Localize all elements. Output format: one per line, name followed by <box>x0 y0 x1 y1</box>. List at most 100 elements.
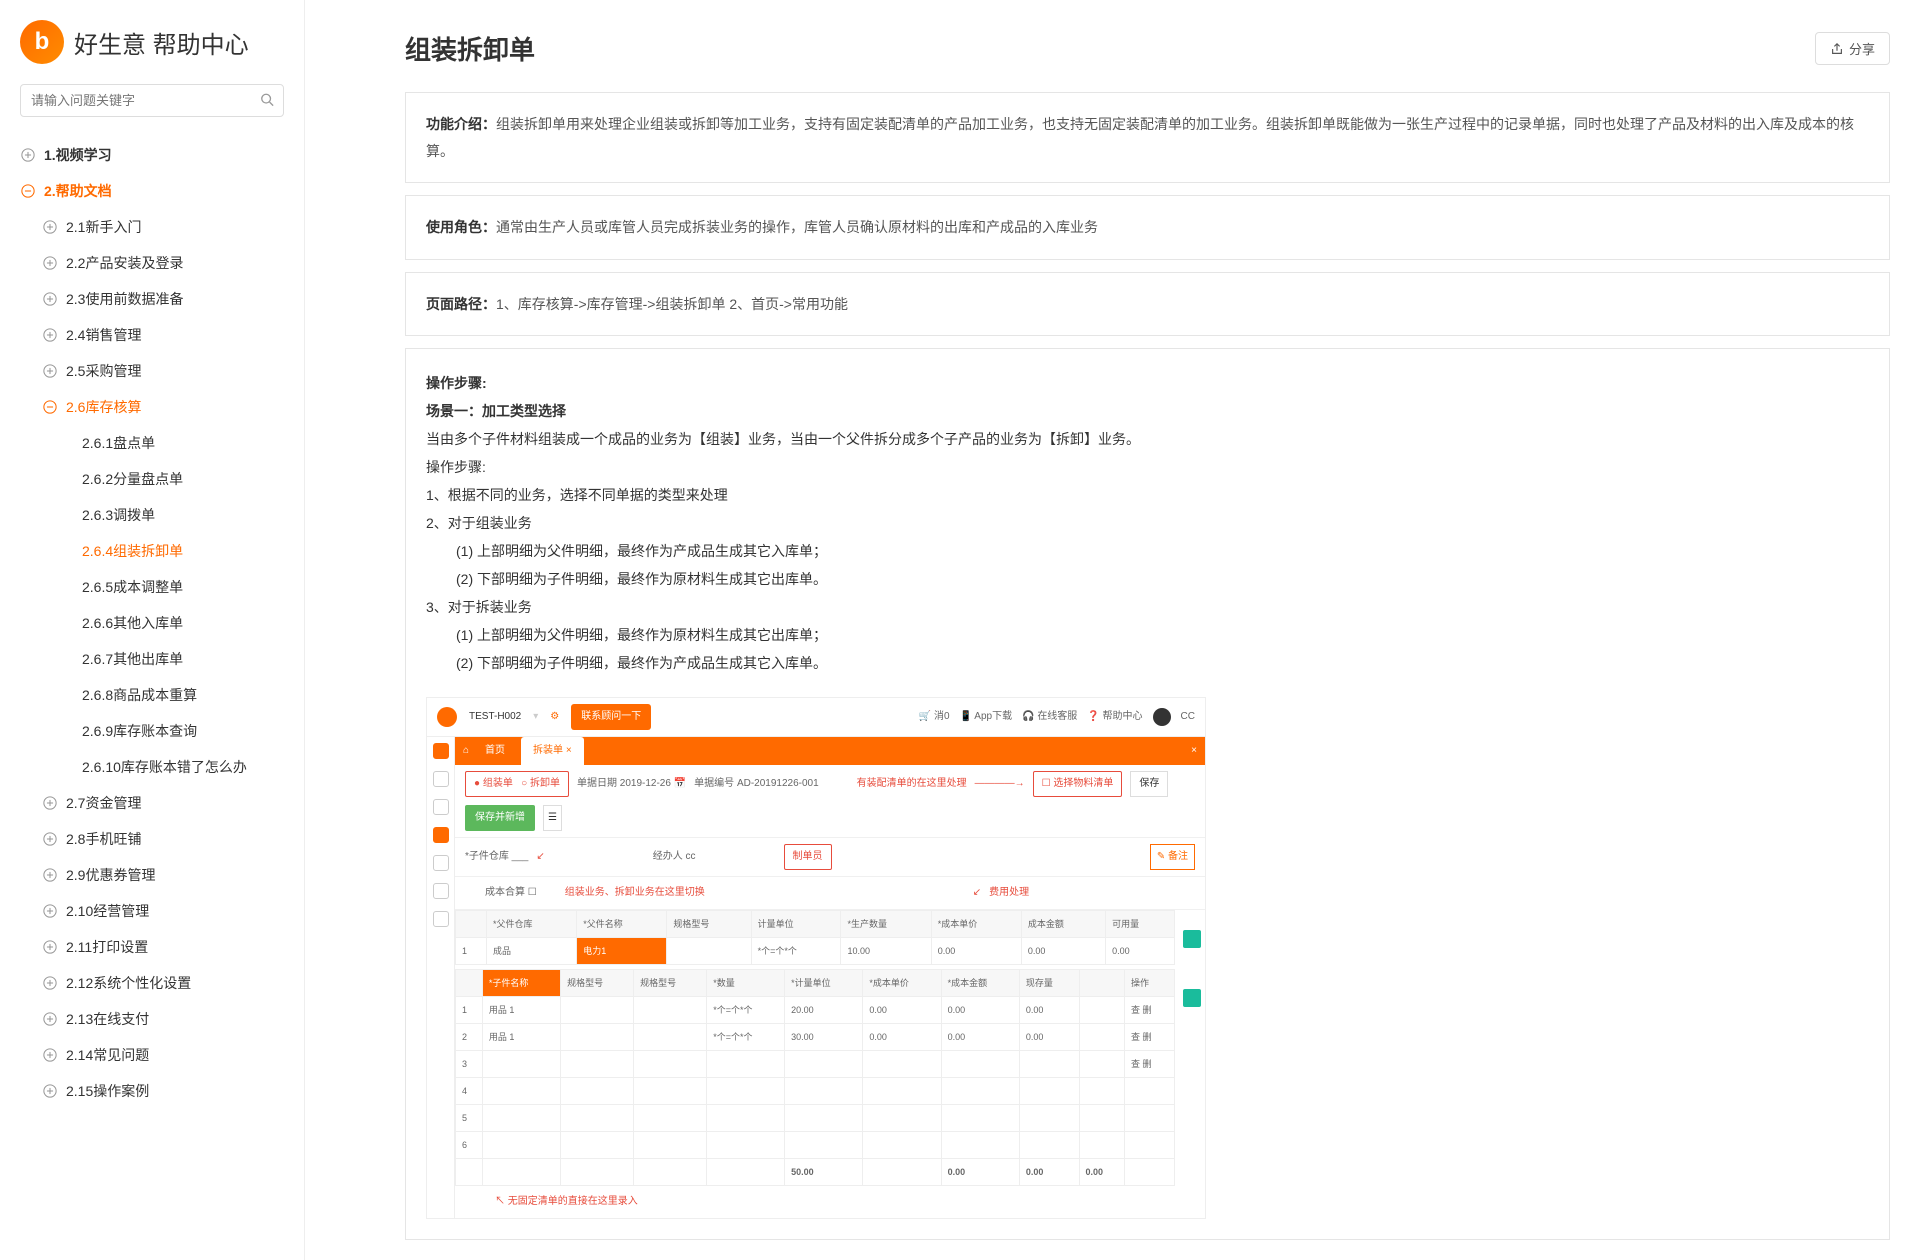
ss-nav-icon <box>433 911 449 927</box>
plus-icon <box>42 1083 58 1099</box>
ss-nav-icon <box>433 855 449 871</box>
nav-label: 2.6.10库存账本错了怎么办 <box>82 757 247 777</box>
ss-online: 在线客服 <box>1037 711 1077 722</box>
nav-item[interactable]: 2.3使用前数据准备 <box>20 281 304 317</box>
nav-item[interactable]: 2.12系统个性化设置 <box>20 965 304 1001</box>
nav-item[interactable]: 2.10经营管理 <box>20 893 304 929</box>
ss-cart: 消0 <box>934 711 950 722</box>
search-icon[interactable] <box>260 92 274 109</box>
nav-item[interactable]: 2.8手机旺铺 <box>20 821 304 857</box>
nav-label: 2.6.8商品成本重算 <box>82 685 197 705</box>
minus-icon <box>20 183 36 199</box>
nav-item[interactable]: 2.6库存核算 <box>20 389 304 425</box>
nav-item[interactable]: 2.6.9库存账本查询 <box>20 713 304 749</box>
nav-label: 2.8手机旺铺 <box>66 829 141 849</box>
ss-nav-icon <box>433 799 449 815</box>
ss-tabs: ⌂ 首页 拆装单 × × <box>455 737 1205 765</box>
ss-leftbar <box>427 737 455 1218</box>
nav-item[interactable]: 2.6.2分量盘点单 <box>20 461 304 497</box>
plus-icon <box>42 1011 58 1027</box>
ss-help: 帮助中心 <box>1103 711 1143 722</box>
role-text: 通常由生产人员或库管人员完成拆装业务的操作，库管人员确认原材料的出库和产成品的入… <box>496 219 1098 235</box>
nav-label: 2.9优惠券管理 <box>66 865 155 885</box>
ss-nav-icon <box>433 883 449 899</box>
nav-label: 2.15操作案例 <box>66 1081 149 1101</box>
step-3a: (1) 上部明细为父件明细，最终作为原材料生成其它出库单； <box>426 621 1869 649</box>
path-box: 页面路径：1、库存核算->库存管理->组装拆卸单 2、首页->常用功能 <box>405 272 1890 337</box>
ss-tab-home: 首页 <box>473 737 517 765</box>
ss-parent-table: *父件仓库*父件名称规格型号计量单位*生产数量*成本单价成本金额可用量1成品电力… <box>455 910 1175 965</box>
path-text: 1、库存核算->库存管理->组装拆卸单 2、首页->常用功能 <box>496 296 848 312</box>
nav-item[interactable]: 2.13在线支付 <box>20 1001 304 1037</box>
nav-item[interactable]: 2.6.3调拨单 <box>20 497 304 533</box>
plus-icon <box>42 1047 58 1063</box>
steps-sub: 操作步骤: <box>426 453 1869 481</box>
nav-label: 2.6.4组装拆卸单 <box>82 541 183 561</box>
nav-list: 1.视频学习 2.帮助文档2.1新手入门 2.2产品安装及登录 2.3使用前数据准备 2… <box>20 137 304 1109</box>
nav-item[interactable]: 2.6.7其他出库单 <box>20 641 304 677</box>
nav-label: 1.视频学习 <box>44 145 112 165</box>
ss-child-table: *子件名称规格型号规格型号*数量*计量单位*成本单价*成本金额现存量操作1用品 … <box>455 969 1175 1186</box>
ss-avatar-icon <box>1153 708 1171 726</box>
step-3: 3、对于拆装业务 <box>426 593 1869 621</box>
nav-item[interactable]: 2.6.1盘点单 <box>20 425 304 461</box>
nav-item[interactable]: 2.帮助文档 <box>20 173 304 209</box>
nav-label: 2.6.7其他出库单 <box>82 649 183 669</box>
role-box: 使用角色：通常由生产人员或库管人员完成拆装业务的操作，库管人员确认原材料的出库和… <box>405 195 1890 260</box>
nav-label: 2.3使用前数据准备 <box>66 289 183 309</box>
ss-contact-btn: 联系顾问一下 <box>571 704 651 730</box>
nav-label: 2.7资金管理 <box>66 793 141 813</box>
search-box <box>20 84 284 117</box>
step-1: 1、根据不同的业务，选择不同单据的类型来处理 <box>426 481 1869 509</box>
nav-label: 2.10经营管理 <box>66 901 149 921</box>
nav-item[interactable]: 2.1新手入门 <box>20 209 304 245</box>
nav-item[interactable]: 2.5采购管理 <box>20 353 304 389</box>
nav-label: 2.6.6其他入库单 <box>82 613 183 633</box>
path-label: 页面路径： <box>426 296 496 312</box>
logo: b 好生意 帮助中心 <box>20 20 304 64</box>
ss-form-row-2: *子件仓库 ___ ↙ 经办人 cc 制单员 ✎ 备注 <box>455 838 1205 877</box>
nav-item[interactable]: 2.11打印设置 <box>20 929 304 965</box>
plus-icon <box>42 867 58 883</box>
nav-label: 2.6.2分量盘点单 <box>82 469 183 489</box>
nav-label: 2.4销售管理 <box>66 325 141 345</box>
sidebar: b 好生意 帮助中心 1.视频学习 2.帮助文档2.1新手入门 2.2产品安装及登录… <box>0 0 305 1260</box>
ss-nav-icon <box>433 771 449 787</box>
plus-icon <box>42 975 58 991</box>
role-label: 使用角色： <box>426 219 496 235</box>
nav-item[interactable]: 2.6.8商品成本重算 <box>20 677 304 713</box>
nav-item[interactable]: 2.15操作案例 <box>20 1073 304 1109</box>
nav-item[interactable]: 2.6.5成本调整单 <box>20 569 304 605</box>
page-title: 组装拆卸单 <box>405 30 535 67</box>
nav-label: 2.11打印设置 <box>66 937 148 957</box>
nav-item[interactable]: 2.14常见问题 <box>20 1037 304 1073</box>
nav-item[interactable]: 2.7资金管理 <box>20 785 304 821</box>
nav-label: 2.2产品安装及登录 <box>66 253 183 273</box>
ss-logo-icon <box>437 707 457 727</box>
nav-label: 2.14常见问题 <box>66 1045 149 1065</box>
share-button[interactable]: 分享 <box>1815 32 1890 65</box>
ss-user: CC <box>1181 707 1195 727</box>
main-content: 组装拆卸单 分享 功能介绍：组装拆卸单用来处理企业组装或拆卸等加工业务，支持有固… <box>305 0 1920 1260</box>
nav-item[interactable]: 2.6.6其他入库单 <box>20 605 304 641</box>
nav-item[interactable]: 2.6.4组装拆卸单 <box>20 533 304 569</box>
minus-icon <box>42 399 58 415</box>
nav-item[interactable]: 2.2产品安装及登录 <box>20 245 304 281</box>
ss-tab-active: 拆装单 × <box>521 737 584 765</box>
nav-item[interactable]: 1.视频学习 <box>20 137 304 173</box>
nav-item[interactable]: 2.9优惠券管理 <box>20 857 304 893</box>
embedded-screenshot: TEST-H002 ▾ ⚙ 联系顾问一下 🛒 消0 📱 App下载 🎧 在线客服… <box>426 697 1206 1219</box>
nav-item[interactable]: 2.4销售管理 <box>20 317 304 353</box>
ss-side-tag-icon <box>1183 930 1201 948</box>
search-input[interactable] <box>20 84 284 117</box>
ss-topbar: TEST-H002 ▾ ⚙ 联系顾问一下 🛒 消0 📱 App下载 🎧 在线客服… <box>427 698 1205 737</box>
ss-form-row-1: ● 组装单 ○ 拆卸单 单据日期 2019-12-26 📅 单据编号 AD-20… <box>455 765 1205 838</box>
step-2: 2、对于组装业务 <box>426 509 1869 537</box>
nav-item[interactable]: 2.6.10库存账本错了怎么办 <box>20 749 304 785</box>
nav-label: 2.12系统个性化设置 <box>66 973 191 993</box>
plus-icon <box>42 795 58 811</box>
nav-label: 2.6.3调拨单 <box>82 505 155 525</box>
scene-desc: 当由多个子件材料组装成一个成品的业务为【组装】业务，当由一个父件拆分成多个子产品… <box>426 425 1869 453</box>
scene-heading: 场景一：加工类型选择 <box>426 397 1869 425</box>
ss-note4: ↖ 无固定清单的直接在这里录入 <box>455 1186 1205 1218</box>
